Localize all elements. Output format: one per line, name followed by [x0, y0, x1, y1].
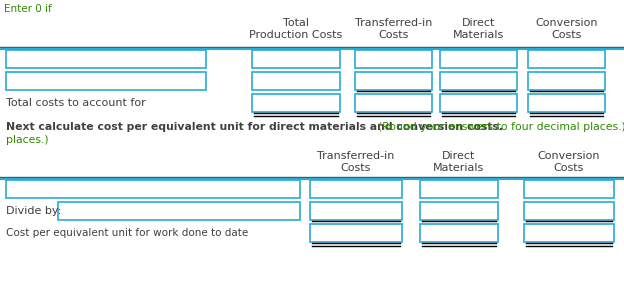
Bar [252, 50, 340, 68]
Text: Costs: Costs [554, 163, 584, 173]
Text: Transferred-in: Transferred-in [355, 18, 432, 28]
Text: Conversion: Conversion [535, 18, 598, 28]
Bar [528, 72, 605, 90]
Bar [355, 94, 432, 112]
Bar [528, 50, 605, 68]
Text: Total costs to account for: Total costs to account for [6, 98, 146, 108]
Text: Total: Total [283, 18, 309, 28]
Text: Direct: Direct [442, 151, 475, 161]
Bar [6, 72, 206, 90]
Text: Materials: Materials [453, 30, 504, 40]
Bar [310, 180, 402, 198]
Bar [528, 94, 605, 112]
Text: Production Costs: Production Costs [250, 30, 343, 40]
Text: Costs: Costs [378, 30, 409, 40]
Bar [440, 50, 517, 68]
Text: Conversion: Conversion [538, 151, 600, 161]
Bar [420, 224, 498, 242]
Bar [252, 72, 340, 90]
Bar [440, 72, 517, 90]
Bar [6, 180, 300, 198]
Bar [524, 202, 614, 220]
Text: Direct: Direct [462, 18, 495, 28]
Bar [252, 94, 340, 112]
Text: Costs: Costs [341, 163, 371, 173]
Bar [355, 50, 432, 68]
Text: Transferred-in: Transferred-in [318, 151, 395, 161]
Text: Costs: Costs [552, 30, 582, 40]
Text: Divide by:: Divide by: [6, 206, 61, 216]
Text: places.): places.) [6, 135, 49, 145]
Bar [310, 202, 402, 220]
Text: Cost per equivalent unit for work done to date: Cost per equivalent unit for work done t… [6, 228, 248, 238]
Bar [58, 202, 300, 220]
Bar [524, 180, 614, 198]
Bar [420, 202, 498, 220]
Bar [355, 72, 432, 90]
Text: (Round your answers to four decimal places.): (Round your answers to four decimal plac… [378, 122, 624, 132]
Bar [420, 180, 498, 198]
Bar [6, 50, 206, 68]
Text: Materials: Materials [434, 163, 485, 173]
Bar [440, 94, 517, 112]
Bar [310, 224, 402, 242]
Text: Enter 0 if: Enter 0 if [4, 4, 52, 14]
Text: Next calculate cost per equivalent unit for direct materials and conversion cost: Next calculate cost per equivalent unit … [6, 122, 507, 132]
Bar [524, 224, 614, 242]
